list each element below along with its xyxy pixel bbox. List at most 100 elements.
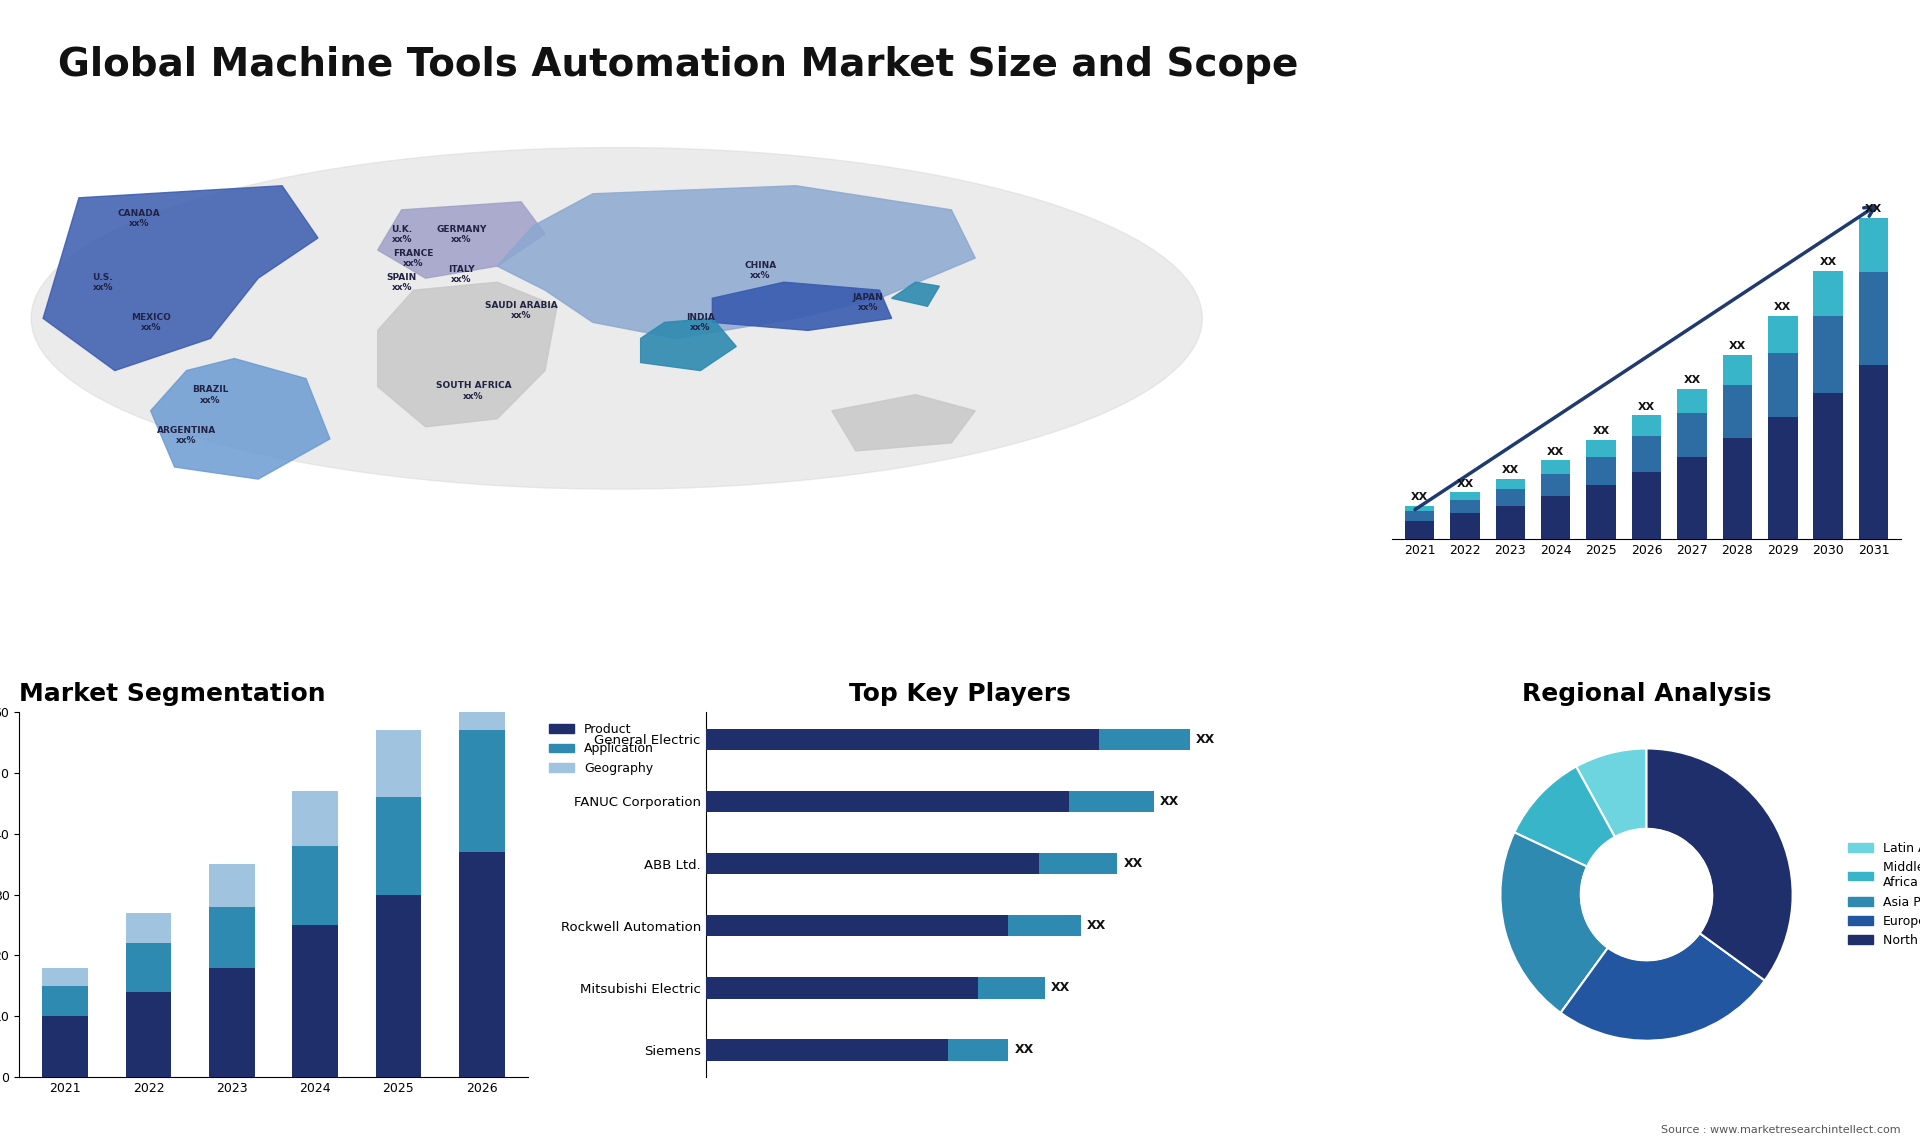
Bar: [1450, 513, 1480, 540]
Bar: [292, 925, 338, 1077]
Text: Global Machine Tools Automation Market Size and Scope: Global Machine Tools Automation Market S…: [58, 46, 1298, 84]
Polygon shape: [42, 186, 319, 370]
Bar: [1069, 791, 1154, 813]
Bar: [125, 913, 171, 943]
Text: XX: XX: [1087, 919, 1106, 932]
Polygon shape: [712, 282, 891, 330]
Polygon shape: [378, 202, 545, 278]
Bar: [1405, 505, 1434, 511]
Text: MEXICO
xx%: MEXICO xx%: [131, 313, 171, 332]
Bar: [1496, 488, 1524, 505]
Text: JAPAN
xx%: JAPAN xx%: [852, 293, 883, 313]
Bar: [42, 986, 88, 1017]
Text: XX: XX: [1455, 479, 1473, 488]
Wedge shape: [1561, 933, 1764, 1041]
Bar: [1405, 520, 1434, 540]
Ellipse shape: [31, 148, 1202, 489]
Text: XX: XX: [1820, 257, 1837, 267]
Text: XX: XX: [1411, 492, 1428, 502]
Bar: [1678, 414, 1707, 456]
Bar: [1859, 218, 1887, 273]
Bar: [1039, 853, 1117, 874]
Bar: [1859, 364, 1887, 540]
Text: SPAIN
xx%: SPAIN xx%: [386, 273, 417, 292]
Text: XX: XX: [1684, 375, 1701, 385]
Bar: [209, 864, 255, 906]
Bar: [1542, 473, 1571, 496]
Text: Market Segmentation: Market Segmentation: [19, 682, 326, 706]
Bar: [42, 1017, 88, 1077]
Bar: [707, 729, 1100, 751]
Bar: [1768, 315, 1797, 353]
Text: XX: XX: [1548, 447, 1565, 456]
Text: XX: XX: [1728, 342, 1745, 352]
Polygon shape: [378, 282, 557, 426]
Bar: [459, 730, 505, 851]
Polygon shape: [497, 186, 975, 338]
Text: INDIA
xx%: INDIA xx%: [685, 313, 714, 332]
Text: Source : www.marketresearchintellect.com: Source : www.marketresearchintellect.com: [1661, 1124, 1901, 1135]
Bar: [1812, 315, 1843, 393]
Wedge shape: [1647, 748, 1793, 981]
Bar: [948, 1039, 1008, 1061]
Text: ARGENTINA
xx%: ARGENTINA xx%: [157, 425, 217, 445]
Text: CHINA
xx%: CHINA xx%: [745, 261, 776, 280]
Bar: [1812, 270, 1843, 315]
Text: SOUTH AFRICA
xx%: SOUTH AFRICA xx%: [436, 382, 511, 401]
Bar: [1450, 493, 1480, 500]
Bar: [707, 976, 977, 998]
Bar: [376, 895, 420, 1077]
Bar: [1678, 388, 1707, 414]
Bar: [125, 992, 171, 1077]
Polygon shape: [150, 359, 330, 479]
Polygon shape: [831, 394, 975, 450]
Text: U.S.
xx%: U.S. xx%: [92, 273, 113, 292]
Bar: [1768, 353, 1797, 417]
Bar: [209, 906, 255, 967]
Bar: [1812, 393, 1843, 540]
Bar: [459, 851, 505, 1077]
Bar: [376, 730, 420, 798]
Bar: [1859, 273, 1887, 364]
Text: CANADA
xx%: CANADA xx%: [117, 209, 159, 228]
Bar: [1632, 435, 1661, 472]
Text: GERMANY
xx%: GERMANY xx%: [436, 225, 486, 244]
Bar: [1405, 511, 1434, 520]
Wedge shape: [1576, 748, 1647, 837]
Bar: [1008, 915, 1081, 936]
Bar: [1100, 729, 1190, 751]
Bar: [1586, 440, 1617, 456]
Text: XX: XX: [1864, 204, 1882, 214]
Title: Regional Analysis: Regional Analysis: [1523, 682, 1772, 706]
Polygon shape: [891, 282, 939, 306]
Bar: [707, 853, 1039, 874]
Bar: [459, 645, 505, 730]
Legend: Product, Application, Geography: Product, Application, Geography: [543, 719, 659, 779]
Text: U.K.
xx%: U.K. xx%: [392, 225, 413, 244]
Bar: [1496, 505, 1524, 540]
Text: XX: XX: [1774, 301, 1791, 312]
Bar: [707, 791, 1069, 813]
Circle shape: [1580, 829, 1713, 960]
Legend: Latin America, Middle East &
Africa, Asia Pacific, Europe, North America: Latin America, Middle East & Africa, Asi…: [1843, 837, 1920, 952]
Bar: [1632, 415, 1661, 435]
Wedge shape: [1515, 767, 1615, 866]
Bar: [1632, 472, 1661, 540]
Text: BRAZIL
xx%: BRAZIL xx%: [192, 385, 228, 405]
Bar: [1496, 479, 1524, 488]
Bar: [292, 791, 338, 846]
Text: XX: XX: [1014, 1043, 1033, 1057]
Text: XX: XX: [1160, 795, 1179, 808]
Text: XX: XX: [1638, 401, 1655, 411]
Bar: [1542, 461, 1571, 473]
Bar: [125, 943, 171, 992]
Bar: [1586, 485, 1617, 540]
Bar: [1768, 417, 1797, 540]
Bar: [1542, 496, 1571, 540]
Bar: [707, 1039, 948, 1061]
Polygon shape: [641, 319, 735, 370]
Bar: [1586, 456, 1617, 485]
Bar: [42, 967, 88, 986]
Text: XX: XX: [1501, 465, 1519, 476]
Bar: [1722, 355, 1753, 385]
